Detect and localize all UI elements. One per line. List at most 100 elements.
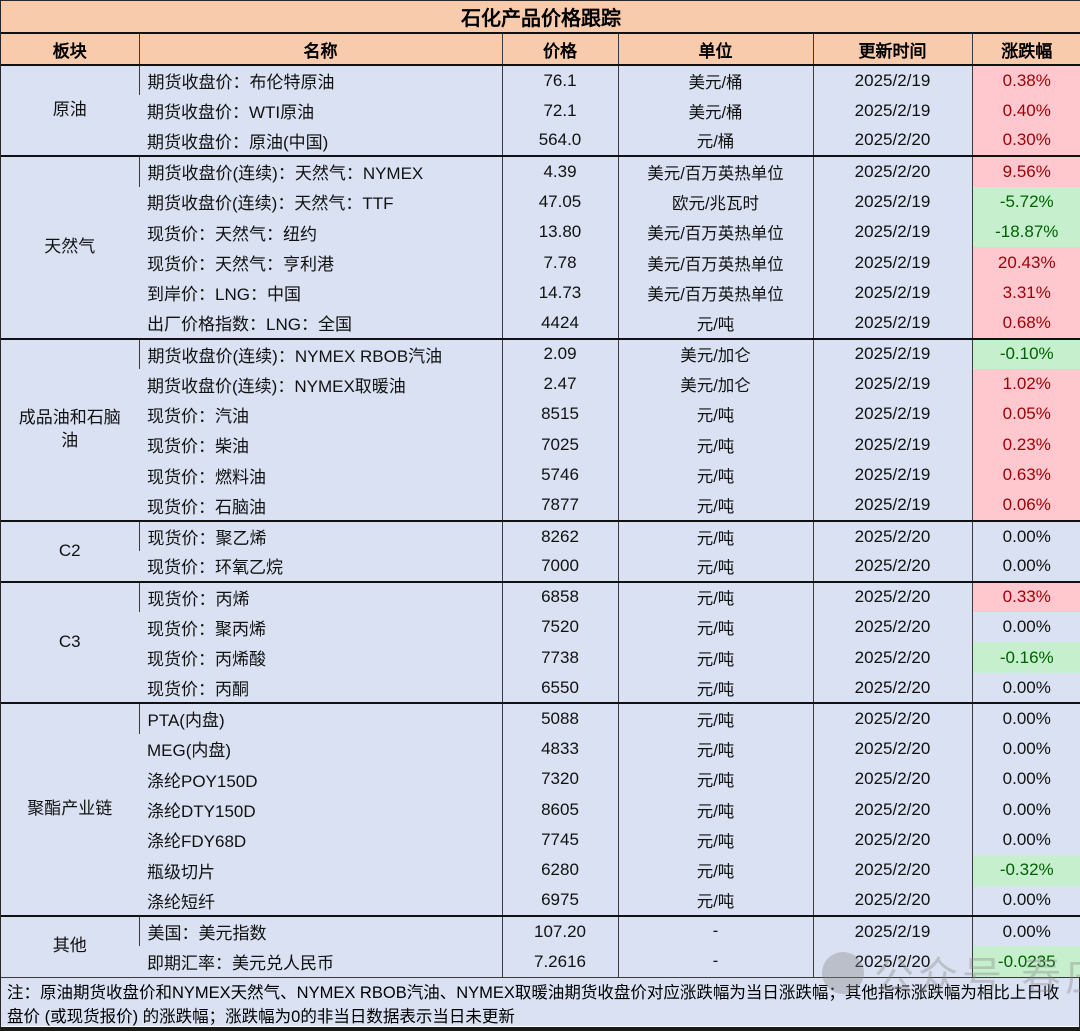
unit-cell: 美元/桶 bbox=[617, 63, 813, 96]
table-row: C2 现货价：聚乙烯 8262 元/吨 2025/2/20 0.00% bbox=[1, 519, 1080, 582]
table-row: 现货价：汽油 8515 元/吨 2025/2/19 0.05% bbox=[1, 399, 1080, 430]
change-cell: -0.16% bbox=[971, 642, 1080, 673]
col-header-unit: 单位 bbox=[617, 33, 813, 66]
name-cell: 即期汇率：美元兑人民币 bbox=[139, 946, 502, 977]
name-cell: 期货收盘价：WTI原油 bbox=[139, 95, 502, 126]
unit-cell: 美元/百万英热单位 bbox=[617, 216, 813, 248]
change-cell: 0.33% bbox=[971, 580, 1080, 613]
date-cell: 2025/2/19 bbox=[812, 490, 972, 521]
date-cell: 2025/2/19 bbox=[812, 216, 972, 248]
price-cell: 14.73 bbox=[501, 277, 618, 309]
table-row: 现货价：燃料油 5746 元/吨 2025/2/19 0.63% bbox=[1, 460, 1080, 491]
unit-cell: 美元/百万英热单位 bbox=[617, 247, 813, 278]
date-cell: 2025/2/20 bbox=[812, 519, 972, 552]
change-cell: -18.87% bbox=[971, 216, 1080, 248]
name-cell: 期货收盘价(连续)：天然气：TTF bbox=[139, 186, 502, 217]
unit-cell: - bbox=[617, 914, 813, 947]
price-cell: 7025 bbox=[501, 429, 618, 461]
change-cell: 0.06% bbox=[971, 490, 1080, 521]
unit-cell: 美元/加仑 bbox=[617, 368, 813, 400]
table-row: 到岸价：LNG：中国 14.73 美元/百万英热单位 2025/2/19 3.31% bbox=[1, 277, 1080, 309]
price-cell: 76.1 bbox=[501, 63, 618, 96]
date-cell: 2025/2/19 bbox=[812, 429, 972, 461]
table-row: 现货价：聚丙烯 7520 元/吨 2025/2/20 0.00% bbox=[1, 612, 1080, 643]
name-cell: 期货收盘价：原油(中国) bbox=[139, 125, 502, 157]
name-cell: 出厂价格指数：LNG：全国 bbox=[139, 308, 502, 339]
price-cell: 6975 bbox=[501, 885, 618, 916]
change-cell: 0.00% bbox=[971, 733, 1080, 764]
table-body: 原油 期货收盘价：布伦特原油 76.1 美元/桶 2025/2/19 0.38% 期货收盘价… bbox=[1, 63, 1080, 977]
unit-cell: 元/吨 bbox=[617, 642, 813, 673]
table-row: 期货收盘价(连续)：NYMEX取暖油 2.47 美元/加仑 2025/2/19 1.02… bbox=[1, 368, 1080, 400]
table-row: 现货价：丙烯酸 7738 元/吨 2025/2/20 -0.16% bbox=[1, 642, 1080, 673]
price-cell: 7000 bbox=[501, 551, 618, 582]
change-cell: 0.68% bbox=[971, 308, 1080, 339]
name-cell: 涤纶POY150D bbox=[139, 763, 502, 795]
col-header-sector: 板块 bbox=[1, 33, 139, 66]
price-cell: 107.20 bbox=[501, 914, 618, 947]
table-row: 涤纶POY150D 7320 元/吨 2025/2/20 0.00% bbox=[1, 763, 1080, 795]
sector-cell: 其他 bbox=[1, 914, 139, 977]
change-cell: 0.00% bbox=[971, 794, 1080, 825]
unit-cell: 元/吨 bbox=[617, 580, 813, 613]
date-cell: 2025/2/19 bbox=[812, 95, 972, 126]
date-cell: 2025/2/20 bbox=[812, 580, 972, 613]
column-header-row: 板块 名称 价格 单位 更新时间 涨跌幅 bbox=[1, 33, 1080, 66]
table-row: 聚酯产业链 PTA(内盘) 5088 元/吨 2025/2/20 0.00% bbox=[1, 702, 1080, 916]
name-cell: 现货价：丙烯 bbox=[138, 580, 502, 613]
name-cell: 瓶级切片 bbox=[139, 855, 502, 886]
change-cell: 3.31% bbox=[971, 277, 1080, 309]
price-cell: 6280 bbox=[501, 855, 618, 886]
name-cell: 期货收盘价：布伦特原油 bbox=[138, 63, 502, 96]
date-cell: 2025/2/20 bbox=[812, 125, 972, 157]
price-cell: 8515 bbox=[501, 399, 618, 430]
name-cell: 现货价：燃料油 bbox=[139, 460, 502, 491]
name-cell: 美国：美元指数 bbox=[138, 914, 502, 947]
table-row: 现货价：柴油 7025 元/吨 2025/2/19 0.23% bbox=[1, 429, 1080, 461]
table-row: 现货价：石脑油 7877 元/吨 2025/2/19 0.06% bbox=[1, 490, 1080, 521]
date-cell: 2025/2/20 bbox=[812, 794, 972, 825]
date-cell: 2025/2/20 bbox=[812, 672, 972, 704]
name-cell: MEG(内盘) bbox=[139, 733, 502, 764]
table-row: C3 现货价：丙烯 6858 元/吨 2025/2/20 0.33% bbox=[1, 580, 1080, 704]
date-cell: 2025/2/19 bbox=[812, 399, 972, 430]
price-cell: 8605 bbox=[501, 794, 618, 825]
price-cell: 13.80 bbox=[501, 216, 618, 248]
unit-cell: 元/吨 bbox=[617, 733, 813, 764]
name-cell: 现货价：丙酮 bbox=[139, 672, 502, 704]
unit-cell: 欧元/兆瓦时 bbox=[617, 186, 813, 217]
change-cell: 9.56% bbox=[971, 155, 1080, 187]
date-cell: 2025/2/20 bbox=[812, 702, 972, 734]
price-cell: 47.05 bbox=[501, 186, 618, 217]
price-cell: 7320 bbox=[501, 763, 618, 795]
unit-cell: 元/吨 bbox=[617, 551, 813, 582]
name-cell: 现货价：天然气：纽约 bbox=[139, 216, 502, 248]
name-cell: 现货价：汽油 bbox=[139, 399, 502, 430]
price-cell: 564.0 bbox=[501, 125, 618, 157]
col-header-change: 涨跌幅 bbox=[971, 33, 1080, 66]
date-cell: 2025/2/19 bbox=[812, 277, 972, 309]
price-cell: 7738 bbox=[501, 642, 618, 673]
table-row: 现货价：环氧乙烷 7000 元/吨 2025/2/20 0.00% bbox=[1, 551, 1080, 582]
col-header-name: 名称 bbox=[138, 33, 502, 66]
unit-cell: 元/吨 bbox=[617, 702, 813, 734]
price-cell: 4833 bbox=[501, 733, 618, 764]
price-cell: 7877 bbox=[501, 490, 618, 521]
price-cell: 4424 bbox=[501, 308, 618, 339]
unit-cell: 元/吨 bbox=[617, 460, 813, 491]
table-row: MEG(内盘) 4833 元/吨 2025/2/20 0.00% bbox=[1, 733, 1080, 764]
change-cell: 0.30% bbox=[971, 125, 1080, 157]
change-cell: 0.63% bbox=[971, 460, 1080, 491]
change-cell: 0.00% bbox=[971, 672, 1080, 704]
table-row: 其他 美国：美元指数 107.20-2025/2/19 0.00% bbox=[1, 914, 1080, 977]
change-cell: -0.32% bbox=[971, 855, 1080, 886]
sector-cell: 成品油和石脑油 bbox=[1, 337, 139, 521]
unit-cell: 元/吨 bbox=[617, 672, 813, 704]
date-cell: 2025/2/20 bbox=[812, 612, 972, 643]
unit-cell: 美元/百万英热单位 bbox=[617, 277, 813, 309]
price-cell: 6550 bbox=[501, 672, 618, 704]
name-cell: 到岸价：LNG：中国 bbox=[139, 277, 502, 309]
price-cell: 7520 bbox=[501, 612, 618, 643]
table-row: 现货价：天然气：纽约 13.80 美元/百万英热单位 2025/2/19 -18.87% bbox=[1, 216, 1080, 248]
